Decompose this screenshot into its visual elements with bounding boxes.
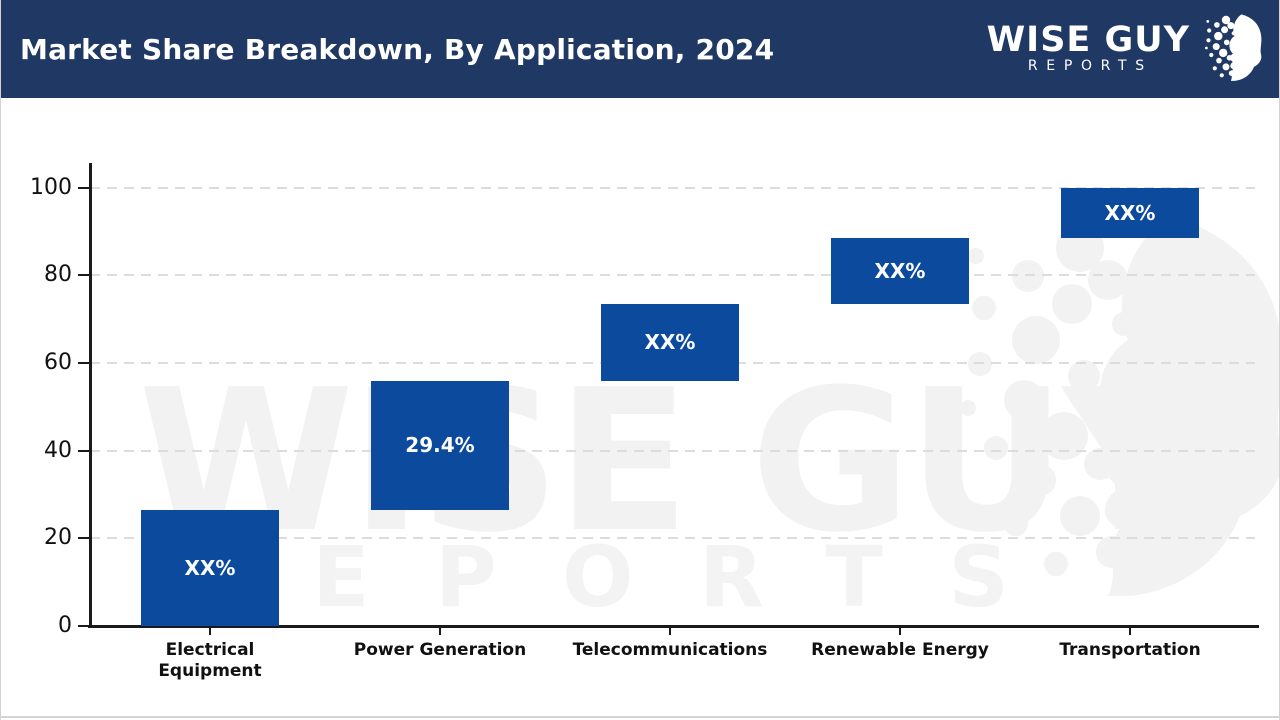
bar-power-generation: 29.4% [371, 380, 509, 510]
x-tick-power-generation [439, 626, 441, 635]
y-tick-label-20: 20 [44, 525, 72, 551]
y-tick-60 [78, 361, 90, 364]
bar-value-label-electrical-equipment: XX% [184, 555, 236, 580]
x-category-label-electrical-equipment: Electrical Equipment [158, 640, 262, 682]
x-category-label-telecommunications: Telecommunications [572, 640, 768, 660]
bottom-rule [0, 716, 1280, 718]
bar-value-label-power-generation: 29.4% [405, 433, 475, 458]
x-category-label-power-generation: Power Generation [353, 640, 527, 660]
x-tick-telecommunications [669, 626, 671, 635]
bar-value-label-telecommunications: XX% [644, 330, 696, 355]
y-tick-100 [78, 186, 90, 189]
bar-value-label-transportation: XX% [1104, 200, 1156, 225]
y-tick-80 [78, 274, 90, 277]
y-tick-label-0: 0 [58, 613, 72, 638]
bar-electrical-equipment: XX% [141, 509, 279, 626]
gridline-100 [90, 186, 1255, 189]
y-tick-0 [78, 625, 90, 627]
x-category-label-renewable-energy: Renewable Energy [811, 640, 989, 660]
x-tick-electrical-equipment [209, 626, 211, 635]
y-tick-label-100: 100 [30, 174, 72, 200]
header-bar: Market Share Breakdown, By Application, … [0, 0, 1280, 98]
y-tick-label-40: 40 [44, 437, 72, 463]
wiseguy-logo-text: WISE GUY REPORTS [986, 19, 1190, 75]
bar-value-label-renewable-energy: XX% [874, 258, 926, 283]
wiseguy-logo-line2: REPORTS [1027, 58, 1153, 75]
page-title: Market Share Breakdown, By Application, … [20, 32, 775, 66]
bar-telecommunications: XX% [601, 303, 739, 381]
y-tick-label-80: 80 [44, 262, 72, 288]
x-category-label-transportation: Transportation [1059, 640, 1201, 660]
y-axis-line [89, 163, 92, 628]
y-tick-20 [78, 537, 90, 540]
wiseguy-logo-line1: WISE GUY [986, 19, 1190, 60]
x-tick-renewable-energy [899, 626, 901, 635]
y-tick-label-60: 60 [44, 349, 72, 375]
bar-transportation: XX% [1061, 187, 1199, 238]
y-tick-40 [78, 449, 90, 452]
x-tick-transportation [1129, 626, 1131, 635]
gridline-80 [90, 274, 1255, 277]
bar-renewable-energy: XX% [831, 237, 969, 304]
gridline-40 [90, 449, 1255, 452]
wiseguy-logo: WISE GUY REPORTS [987, 6, 1268, 90]
x-axis-line [88, 625, 1259, 628]
gridline-20 [90, 537, 1255, 540]
wiseguy-head-icon [1205, 14, 1262, 81]
